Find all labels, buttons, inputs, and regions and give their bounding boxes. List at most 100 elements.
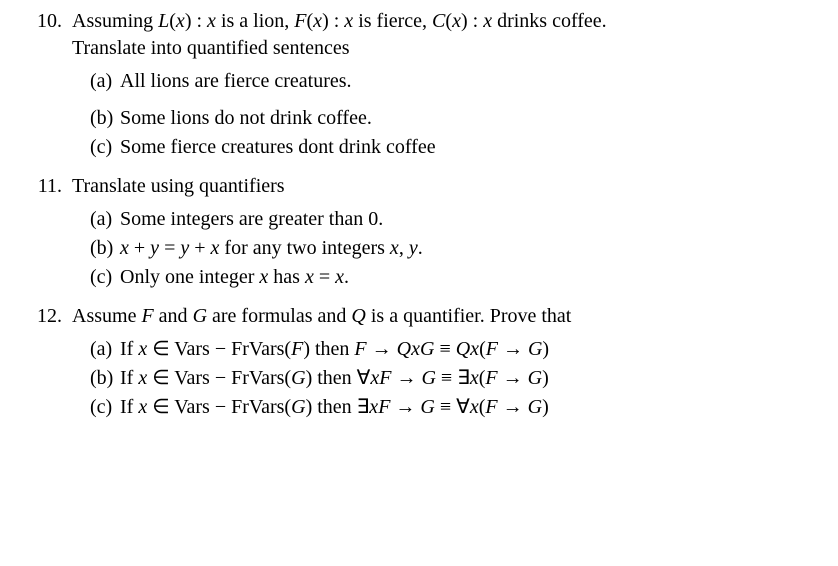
formula-G: G xyxy=(528,396,542,418)
text: : xyxy=(468,10,484,32)
formula-F: F xyxy=(141,305,153,327)
text: and xyxy=(154,305,193,327)
var-x: x xyxy=(470,338,479,360)
text: are formulas and xyxy=(207,305,351,327)
exists: ∃ xyxy=(457,367,470,389)
var-x: x xyxy=(138,338,147,360)
forall: ∀ xyxy=(456,396,470,418)
formula-G: G xyxy=(193,305,207,327)
var-x: x xyxy=(344,10,353,32)
var-x: x xyxy=(313,10,322,32)
quantifier-Q: Q xyxy=(351,305,365,327)
text: ) then xyxy=(306,396,357,418)
predicate-F: F xyxy=(294,10,306,32)
var-x: x xyxy=(207,10,216,32)
text: is fierce, xyxy=(353,10,432,32)
subitem-c: (c) Some fierce creatures dont drink cof… xyxy=(72,134,810,161)
var-x: x xyxy=(369,396,378,418)
predicate-L: L xyxy=(158,10,169,32)
sub-text: Only one integer x has x = x. xyxy=(120,264,810,291)
op-plus: + xyxy=(129,237,150,259)
problem-number: 12. xyxy=(28,303,72,423)
formula-F: F xyxy=(379,367,391,389)
var-x: x xyxy=(176,10,185,32)
text: ∈ Vars − FrVars( xyxy=(147,367,291,389)
formula-F: F xyxy=(485,367,497,389)
exists: ∃ xyxy=(357,396,370,418)
var-x: x xyxy=(335,266,344,288)
var-y: y xyxy=(150,237,159,259)
var-y: y xyxy=(180,237,189,259)
problem-statement: Assuming L(x) : x is a lion, F(x) : x is… xyxy=(72,8,810,62)
var-x: x xyxy=(120,237,129,259)
text: : xyxy=(191,10,207,32)
text: is a quantifier. Prove that xyxy=(366,305,572,327)
op-plus: + xyxy=(189,237,210,259)
formula-G: G xyxy=(528,367,542,389)
subitem-c: (c) If x ∈ Vars − FrVars(G) then ∃xF → G… xyxy=(72,394,810,421)
problem-body: Translate using quantifiers (a) Some int… xyxy=(72,173,810,293)
text: for any two integers xyxy=(219,237,390,259)
sub-label: (c) xyxy=(90,264,120,291)
var-x: x xyxy=(390,237,399,259)
paren: ( xyxy=(169,10,176,32)
sub-label: (c) xyxy=(90,134,120,161)
text: ∈ Vars − FrVars( xyxy=(147,396,291,418)
formula-F: F xyxy=(378,396,390,418)
paren: ) xyxy=(542,396,549,418)
subitem-b: (b) Some lions do not drink coffee. xyxy=(72,105,810,132)
paren: ) xyxy=(542,338,549,360)
sub-text: If x ∈ Vars − FrVars(G) then ∀xF → G ≡ ∃… xyxy=(120,365,810,392)
problem-body: Assuming L(x) : x is a lion, F(x) : x is… xyxy=(72,8,810,163)
subitem-a: (a) All lions are fierce creatures. xyxy=(72,68,810,95)
subitem-a: (a) If x ∈ Vars − FrVars(F) then F → QxG… xyxy=(72,336,810,363)
sub-text: x + y = y + x for any two integers x, y. xyxy=(120,235,810,262)
sub-text: Some fierce creatures dont drink coffee xyxy=(120,134,810,161)
var-x: x xyxy=(470,396,479,418)
formula-G: G xyxy=(291,396,305,418)
text: drinks coffee. xyxy=(492,10,607,32)
quantifier-Q: Q xyxy=(397,338,411,360)
problem-number: 11. xyxy=(28,173,72,293)
paren: ) xyxy=(322,10,329,32)
sub-text: Some integers are greater than 0. xyxy=(120,206,810,233)
arrow: → xyxy=(498,396,528,418)
var-x: x xyxy=(259,266,268,288)
subitem-b: (b) x + y = y + x for any two integers x… xyxy=(72,235,810,262)
text: If xyxy=(120,338,138,360)
arrow: → xyxy=(498,338,528,360)
text: Assume xyxy=(72,305,141,327)
text: . xyxy=(344,266,349,288)
problem-12: 12. Assume F and G are formulas and Q is… xyxy=(28,303,810,423)
problem-11: 11. Translate using quantifiers (a) Some… xyxy=(28,173,810,293)
text: If xyxy=(120,396,138,418)
sub-label: (a) xyxy=(90,336,120,363)
problem-body: Assume F and G are formulas and Q is a q… xyxy=(72,303,810,423)
equiv: ≡ xyxy=(434,338,455,360)
equiv: ≡ xyxy=(436,367,457,389)
var-x: x xyxy=(452,10,461,32)
text: Translate into quantified sentences xyxy=(72,37,350,59)
problem-10: 10. Assuming L(x) : x is a lion, F(x) : … xyxy=(28,8,810,163)
text: . xyxy=(418,237,423,259)
var-x: x xyxy=(138,367,147,389)
arrow: → xyxy=(367,338,397,360)
text: ) then xyxy=(306,367,357,389)
formula-F: F xyxy=(486,338,498,360)
var-y: y xyxy=(409,237,418,259)
arrow: → xyxy=(390,396,420,418)
subitem-b: (b) If x ∈ Vars − FrVars(G) then ∀xF → G… xyxy=(72,365,810,392)
formula-G: G xyxy=(421,367,435,389)
text: : xyxy=(329,10,345,32)
formula-G: G xyxy=(420,338,434,360)
paren: ) xyxy=(542,367,549,389)
problem-statement: Assume F and G are formulas and Q is a q… xyxy=(72,303,810,330)
paren: ) xyxy=(461,10,468,32)
paren: ( xyxy=(479,338,486,360)
forall: ∀ xyxy=(357,367,371,389)
var-x: x xyxy=(470,367,479,389)
sub-label: (c) xyxy=(90,394,120,421)
var-x: x xyxy=(370,367,379,389)
op-equals: = xyxy=(314,266,335,288)
formula-F: F xyxy=(291,338,303,360)
